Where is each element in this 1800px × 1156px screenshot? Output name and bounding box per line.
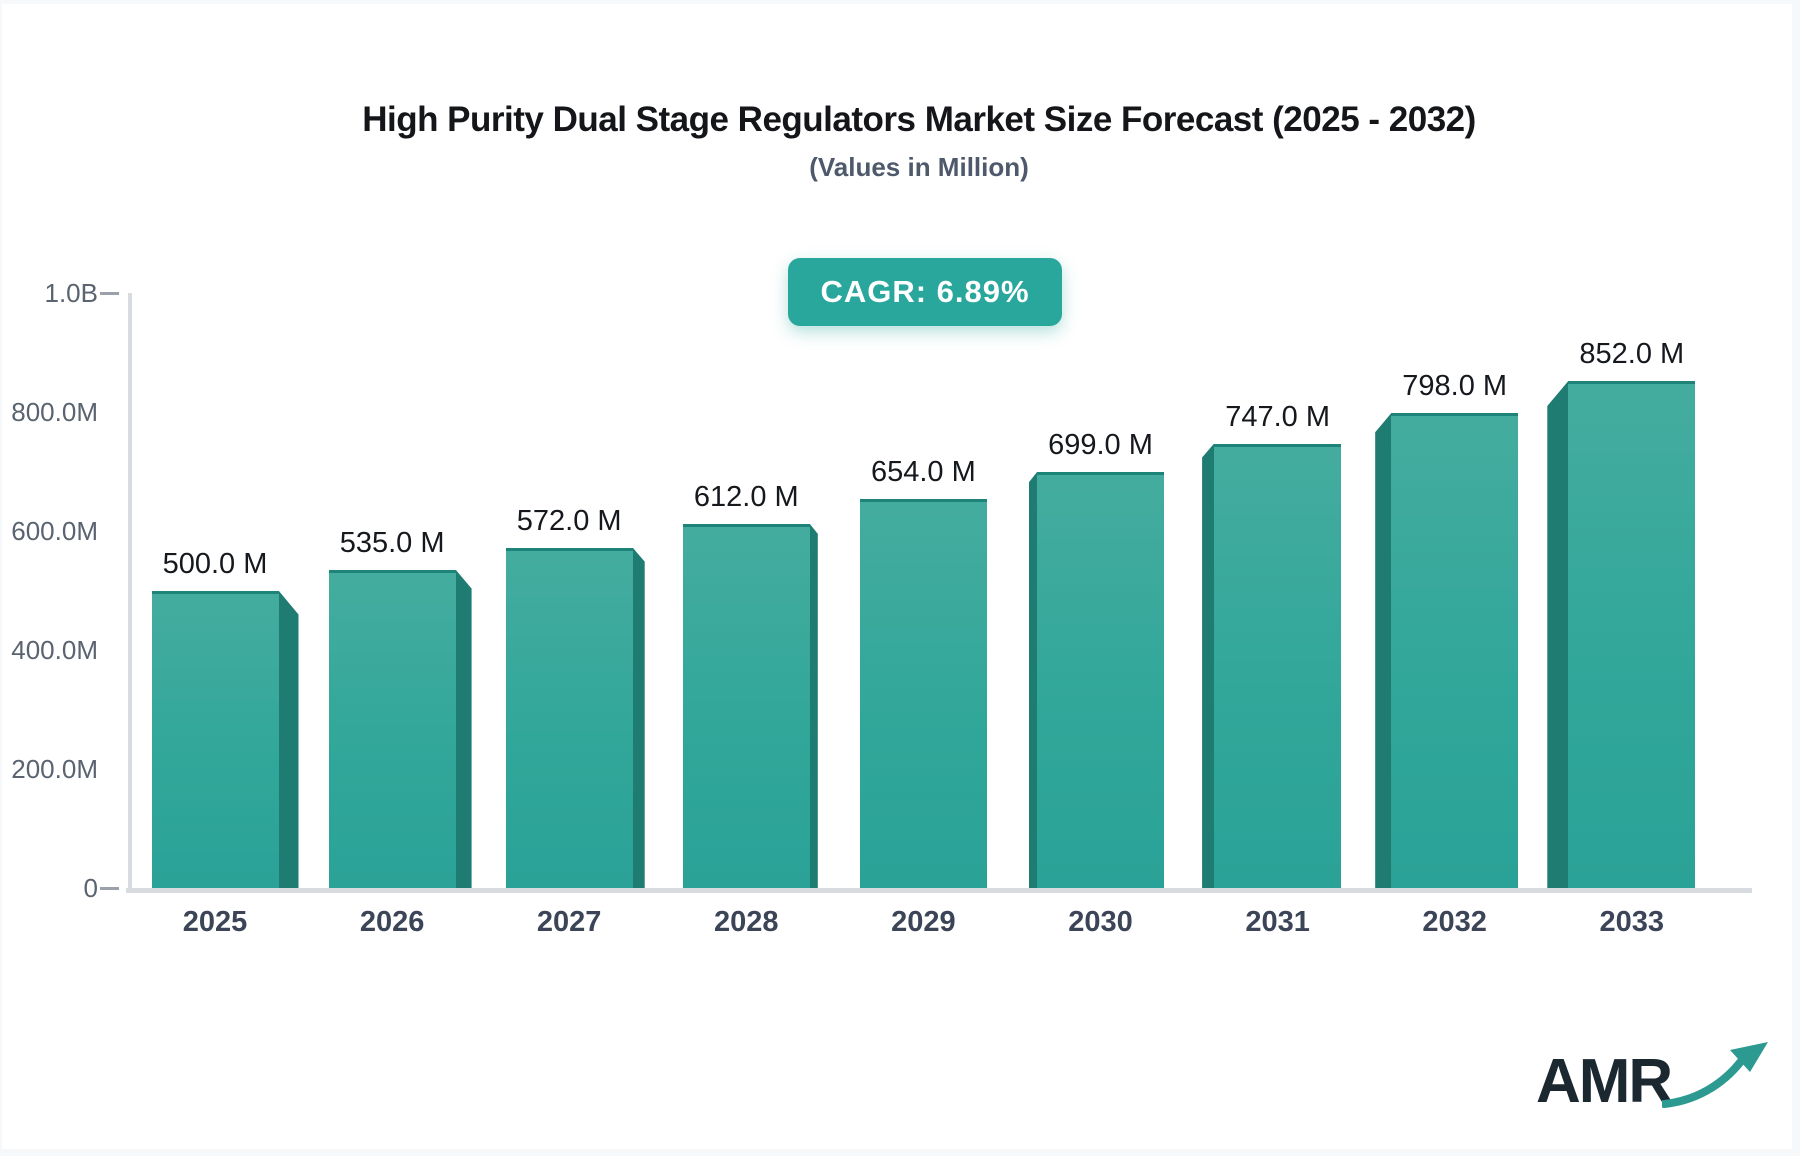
chart-subtitle: (Values in Million) — [809, 152, 1029, 182]
bar-2031[interactable] — [1214, 443, 1342, 888]
bar-side-face-2030 — [1029, 472, 1037, 888]
cagr-badge-label: CAGR: 6.89% — [820, 274, 1030, 309]
bar-value-label: 852.0 M — [1579, 338, 1685, 371]
bar-side-face-2031 — [1202, 443, 1215, 888]
x-axis-category-label: 2031 — [1245, 906, 1310, 938]
chart-title: High Purity Dual Stage Regulators Market… — [362, 100, 1476, 139]
x-axis-category-label: 2030 — [1068, 906, 1133, 938]
chart-card: High Purity Dual Stage Regulators Market… — [2, 4, 1792, 1149]
bar-side-face-2028 — [809, 523, 818, 888]
y-axis-tick-mark — [100, 292, 119, 295]
y-axis-tick-label: 800.0M — [11, 397, 98, 427]
bar-value-label: 535.0 M — [339, 526, 445, 559]
bar-value-label: 699.0 M — [1048, 429, 1153, 462]
bar-value-label: 612.0 M — [693, 480, 799, 513]
x-axis-category-label: 2025 — [182, 906, 248, 938]
x-axis-category-label: 2033 — [1599, 906, 1665, 938]
x-axis-category-label: 2028 — [714, 906, 779, 938]
y-axis-tick-label: 1.0B — [44, 278, 99, 308]
y-axis-line — [128, 293, 132, 890]
y-axis-tick-label: 0 — [83, 873, 98, 903]
bar-2032[interactable] — [1391, 413, 1519, 888]
bar-2029[interactable] — [859, 498, 987, 888]
bar-2027[interactable] — [505, 547, 633, 888]
y-axis-tick-label: 200.0M — [11, 754, 98, 784]
bar-value-label: 654.0 M — [870, 455, 976, 488]
bar-value-label: 798.0 M — [1402, 370, 1508, 403]
x-axis-category-label: 2027 — [536, 906, 602, 938]
amr-logo-text: AMR — [1536, 1047, 1673, 1116]
amr-logo-arrow-icon — [1662, 1042, 1768, 1108]
x-axis-line — [126, 888, 1752, 893]
bar-chart-plot: 0 200.0M 400.0M 600.0M 800.0M 1.0B 500.0 M 2025… — [2, 4, 1800, 1156]
bar-value-label: 572.0 M — [516, 504, 622, 537]
bar-2025[interactable] — [151, 590, 279, 888]
bar-2028[interactable] — [682, 523, 810, 888]
x-axis-category-label: 2026 — [359, 906, 425, 938]
bar-side-face-2026 — [455, 569, 472, 888]
y-axis-tick-label: 400.0M — [11, 635, 98, 665]
bar-value-label: 500.0 M — [162, 547, 268, 580]
y-axis-tick-label: 600.0M — [11, 516, 98, 546]
bar-side-face-2032 — [1375, 413, 1392, 888]
bar-side-face-2033 — [1547, 381, 1569, 888]
bar-2026[interactable] — [328, 569, 456, 888]
x-axis-category-label: 2029 — [891, 906, 956, 938]
x-axis-category-label: 2032 — [1422, 906, 1487, 938]
bar-2033[interactable] — [1568, 381, 1696, 888]
cagr-badge: CAGR: 6.89% — [788, 258, 1062, 326]
amr-logo: AMR — [1536, 1040, 1768, 1130]
bar-value-label: 747.0 M — [1225, 400, 1330, 433]
bar-side-face-2025 — [278, 590, 299, 888]
bar-2030[interactable] — [1037, 472, 1164, 888]
y-axis-tick-mark — [100, 887, 119, 890]
bar-side-face-2027 — [632, 547, 645, 888]
